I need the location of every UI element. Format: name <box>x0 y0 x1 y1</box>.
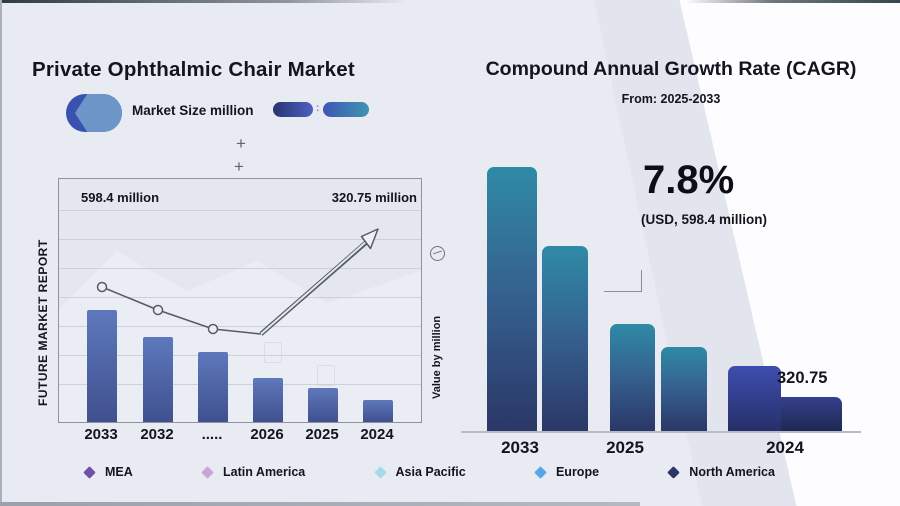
x-label: 2032 <box>140 426 174 443</box>
x-axis-line <box>461 431 861 433</box>
legend-pill-dark-icon <box>273 102 313 117</box>
market-size-label: Market Size million <box>132 103 254 118</box>
legend-pill-teal-icon <box>323 102 369 117</box>
corner-bracket-decoration <box>604 270 642 292</box>
cagr-caption: (USD, 598.4 million) <box>641 212 768 227</box>
minus-circle-icon <box>430 246 445 261</box>
bar-2024 <box>363 400 393 422</box>
legend-item-north-america: North America <box>667 465 775 479</box>
left-chart-title: Private Ophthalmic Chair Market <box>32 58 355 81</box>
x-label: ..... <box>201 426 223 443</box>
legend-item-asia-pacific: Asia Pacific <box>373 465 466 479</box>
document-watermark-icon <box>264 342 282 363</box>
diamond-icon <box>534 465 547 479</box>
bar-2025-b <box>661 346 707 431</box>
bar-2024-b <box>781 397 842 431</box>
diamond-icon <box>373 465 387 479</box>
bar-2025-a <box>610 324 655 431</box>
value-label-320: 320.75 <box>777 369 828 387</box>
cagr-value: 7.8% <box>643 158 735 202</box>
document-watermark-icon <box>317 365 335 386</box>
x-label: 2026 <box>250 426 284 443</box>
market-size-chart-panel: 598.4 million 320.75 million <box>58 178 422 423</box>
bar-2025 <box>308 387 338 422</box>
diamond-icon <box>83 465 96 479</box>
annotation-320: 320.75 million <box>331 190 417 205</box>
right-chart-y-label: Value by million <box>431 315 443 399</box>
legend-item-mea: MEA <box>83 465 133 479</box>
left-chart-x-axis: 2033 2032 ..... 2026 2025 2024 <box>58 426 420 446</box>
bar-dots <box>198 351 228 422</box>
plus-mark-icon: + <box>236 134 246 153</box>
region-legend: MEA Latin America Asia Pacific Europe No… <box>83 465 775 479</box>
legend-label: Asia Pacific <box>395 465 466 479</box>
gridlines <box>59 210 421 409</box>
diamond-icon <box>201 465 214 479</box>
bar-2033 <box>87 310 117 422</box>
right-chart-subtitle: From: 2025-2033 <box>621 92 721 106</box>
plus-mark-icon: + <box>234 157 244 176</box>
top-edge-right <box>685 0 900 3</box>
x-label: 2025 <box>305 426 339 443</box>
left-edge <box>0 0 2 506</box>
right-chart-title: Compound Annual Growth Rate (CAGR) <box>485 58 857 80</box>
market-size-icon <box>66 94 122 132</box>
x-label: 2033 <box>84 426 118 443</box>
legend-item-latin-america: Latin America <box>201 465 306 479</box>
trend-line-and-arrow <box>96 228 379 336</box>
annotation-598: 598.4 million <box>81 190 160 205</box>
legend-item-europe: Europe <box>534 465 600 479</box>
side-watermark-text: FUTURE MARKET REPORT <box>36 239 50 406</box>
bar-2026 <box>253 378 283 422</box>
x-label: 2024 <box>766 438 804 457</box>
legend-label: MEA <box>105 465 133 479</box>
legend-label: North America <box>689 465 775 479</box>
top-edge-left <box>0 0 408 3</box>
x-label: 2024 <box>360 426 394 443</box>
pill-separator: : <box>316 103 320 114</box>
bar-2033-b <box>542 245 588 431</box>
diamond-icon <box>667 465 681 479</box>
bar-2033-a <box>487 166 537 431</box>
legend-label: Europe <box>555 465 600 479</box>
bottom-edge <box>0 502 640 506</box>
bar-2024-a <box>728 366 781 431</box>
bar-2032 <box>143 336 173 422</box>
legend-label: Latin America <box>223 465 306 479</box>
x-label: 2033 <box>501 438 539 457</box>
cagr-chart: 7.8% (USD, 598.4 million) 320.75 2033 20… <box>455 150 875 457</box>
x-label: 2025 <box>606 438 644 457</box>
